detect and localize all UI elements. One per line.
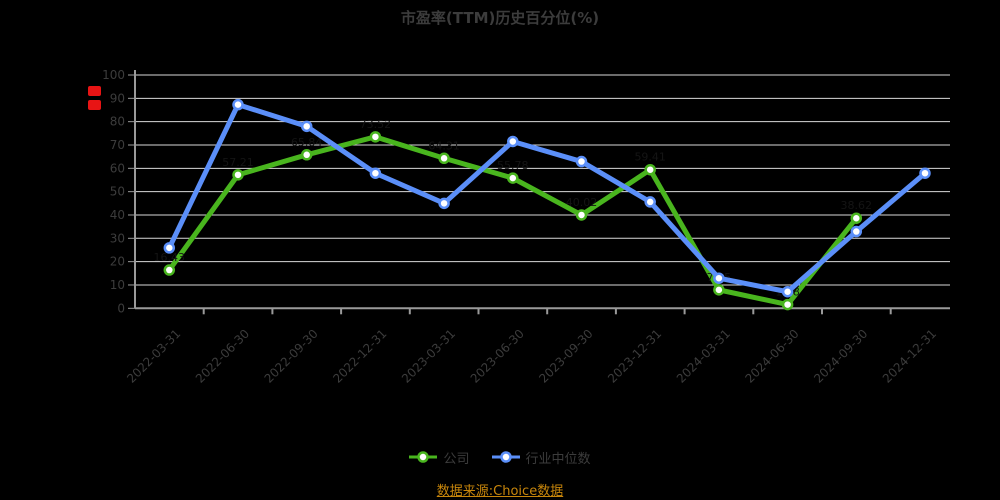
data-point-label: 40.02 — [566, 196, 598, 209]
data-point-label: 59.41 — [634, 151, 666, 164]
data-point — [781, 298, 794, 311]
data-point — [644, 196, 656, 208]
data-point — [438, 197, 450, 210]
data-point — [781, 285, 794, 298]
data-point — [507, 135, 519, 148]
x-tick-label: 2024-06-30 — [743, 327, 802, 386]
data-point — [575, 155, 588, 168]
chart-legend: 公司 行业中位数 — [0, 446, 1000, 468]
x-tick-label: 2023-09-30 — [536, 327, 595, 386]
x-tick-label: 2023-12-31 — [605, 327, 664, 386]
chart-title: 市盈率(TTM)历史百分位(%) — [400, 9, 600, 27]
x-tick-label: 2022-12-31 — [330, 327, 389, 386]
legend-label: 公司 — [443, 451, 470, 467]
data-point — [369, 131, 382, 143]
line-chart-canvas: 0 10 20 30 40 50 60 70 80 90 100 2022-03-31 2022-06-… — [102, 68, 950, 386]
x-tick-label: 2023-06-30 — [468, 327, 527, 386]
series-line-行业中位数 — [166, 102, 928, 295]
data-point — [850, 225, 863, 238]
x-tick-label: 2022-06-30 — [193, 327, 252, 386]
y-tick-label: 0 — [117, 301, 125, 315]
data-point — [850, 212, 863, 224]
data-point — [575, 209, 588, 221]
y-tick-label: 90 — [110, 91, 125, 105]
legend-marker-icon — [409, 451, 438, 463]
x-tick-label: 2022-09-30 — [262, 327, 321, 386]
data-point — [300, 120, 313, 133]
data-point — [919, 167, 931, 179]
y-tick-label: 50 — [110, 185, 125, 199]
data-point — [300, 149, 313, 161]
data-point — [163, 242, 176, 254]
y-tick-label: 20 — [110, 255, 125, 269]
y-tick-label: 80 — [110, 115, 125, 129]
x-tick-label: 2024-12-31 — [880, 327, 939, 386]
y-tick-label: 30 — [110, 231, 125, 245]
y-tick-label: 100 — [102, 68, 125, 82]
legend-marker-icon — [491, 451, 520, 463]
red-threshold-marker-block — [88, 100, 101, 110]
footer: 数据来源:Choice数据 — [0, 480, 1000, 499]
y-tick-label: 70 — [110, 138, 125, 152]
data-point-label: 16.43 — [154, 251, 186, 264]
y-tick-label: 60 — [110, 161, 125, 175]
x-tick-label: 2024-03-31 — [674, 327, 733, 386]
data-point — [644, 163, 656, 176]
y-tick-label: 10 — [110, 278, 125, 292]
legend-item-公司[interactable]: 公司 — [409, 448, 470, 467]
data-point — [369, 167, 382, 179]
data-point — [232, 98, 244, 111]
data-point-label: 65.84 — [291, 136, 323, 149]
red-threshold-marker — [88, 86, 101, 110]
data-point — [232, 169, 244, 181]
x-tick-label: 2024-09-30 — [811, 327, 870, 386]
data-point-label: 57.21 — [222, 156, 254, 169]
legend-label: 行业中位数 — [525, 451, 591, 467]
data-point-label: 73.52 — [360, 118, 392, 131]
data-point-label: 64.31 — [428, 139, 460, 152]
data-point — [163, 264, 176, 276]
data-point — [713, 272, 725, 284]
data-point-label: 38.62 — [841, 199, 873, 212]
y-tick-label: 40 — [110, 208, 125, 222]
data-point — [507, 172, 519, 184]
data-source-link[interactable]: 数据来源:Choice数据 — [436, 484, 564, 499]
red-threshold-marker-block — [88, 86, 101, 96]
data-point-label: 55.78 — [497, 159, 529, 172]
x-tick-label: 2023-03-31 — [399, 327, 458, 386]
x-tick-label: 2022-03-31 — [124, 327, 183, 386]
legend-item-行业中位数[interactable]: 行业中位数 — [491, 448, 591, 467]
data-point — [713, 284, 725, 296]
data-point — [438, 152, 450, 165]
